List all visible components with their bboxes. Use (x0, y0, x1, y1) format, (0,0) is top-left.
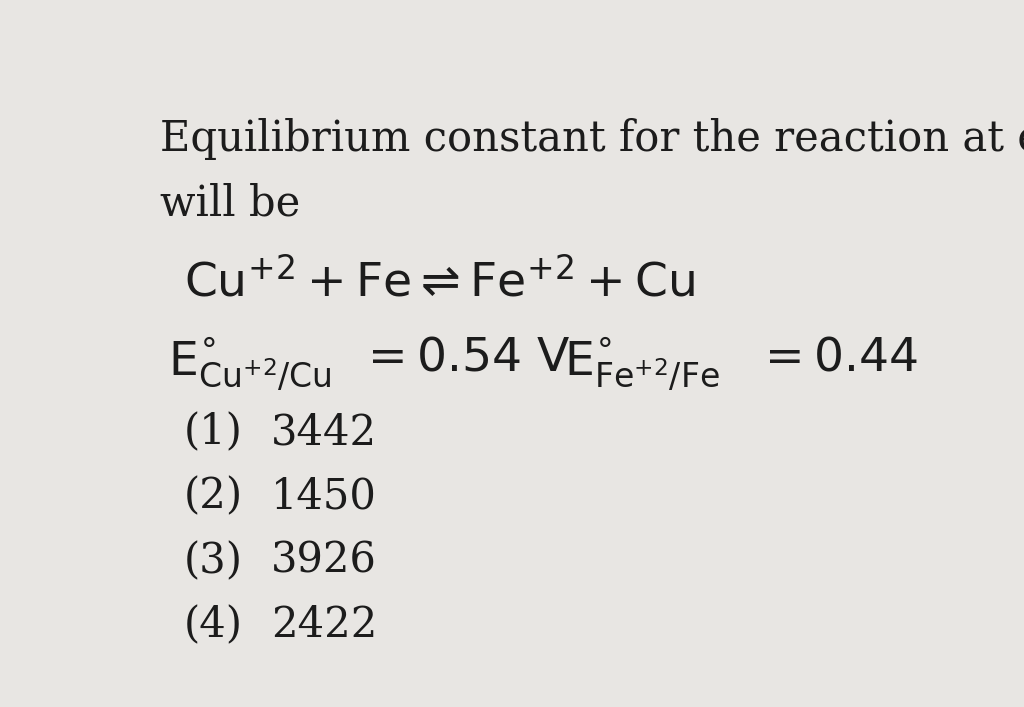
Text: (2): (2) (183, 476, 243, 518)
Text: will be: will be (160, 183, 300, 225)
Text: $= 0.54\ \mathregular{V}$: $= 0.54\ \mathregular{V}$ (358, 335, 570, 380)
Text: $\mathregular{Cu}^{+2} + \mathregular{Fe} \rightleftharpoons \mathregular{Fe}^{+: $\mathregular{Cu}^{+2} + \mathregular{Fe… (183, 259, 694, 306)
Text: $\mathregular{E}^{\circ}_{\mathregular{Fe}^{+2}/\mathregular{Fe}}$: $\mathregular{E}^{\circ}_{\mathregular{F… (564, 335, 720, 393)
Text: Equilibrium constant for the reaction at equilibrium: Equilibrium constant for the reaction at… (160, 117, 1024, 160)
Text: $= 0.44$: $= 0.44$ (755, 335, 918, 380)
Text: 3926: 3926 (270, 540, 377, 582)
Text: (4): (4) (183, 604, 243, 646)
Text: 3442: 3442 (270, 411, 377, 453)
Text: 1450: 1450 (270, 476, 377, 518)
Text: (3): (3) (183, 540, 243, 582)
Text: (1): (1) (183, 411, 243, 453)
Text: $\mathregular{E}^{\circ}_{\mathregular{Cu}^{+2}/\mathregular{Cu}}$: $\mathregular{E}^{\circ}_{\mathregular{C… (168, 335, 332, 393)
Text: 2422: 2422 (270, 604, 377, 646)
